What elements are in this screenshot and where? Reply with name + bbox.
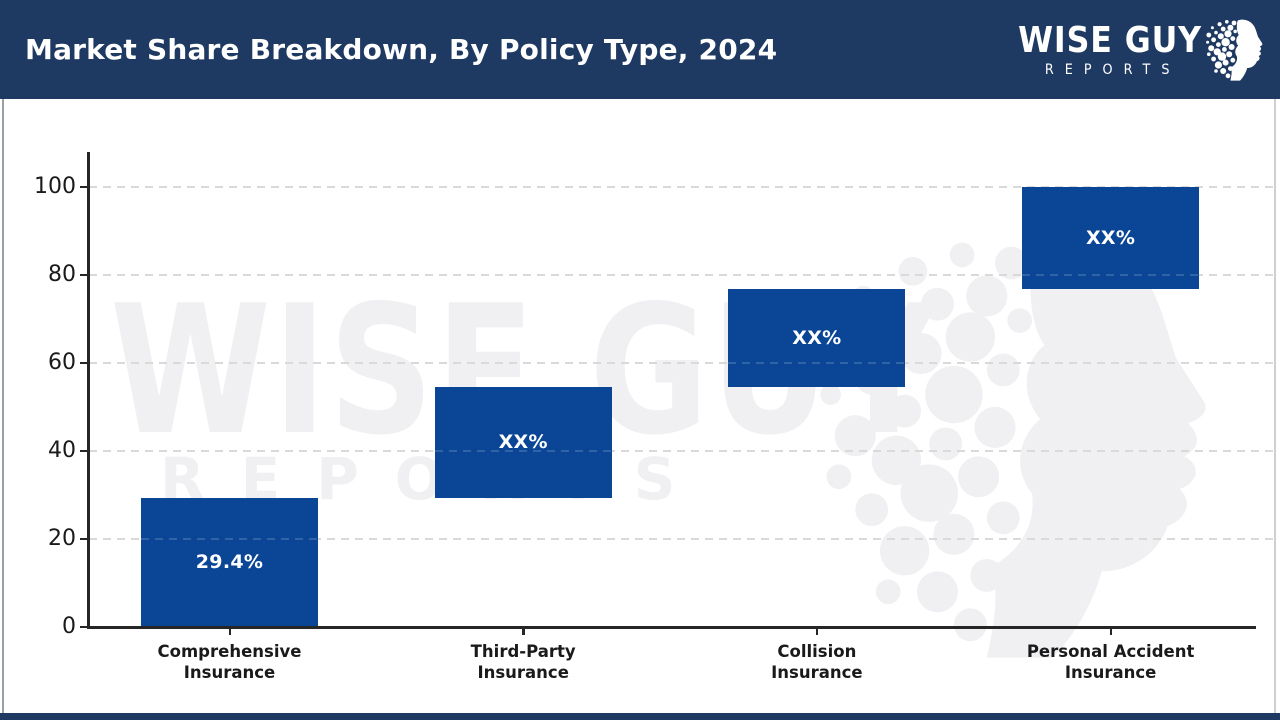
x-axis-line	[87, 626, 1256, 629]
x-tick-label-line: Third-Party	[470, 642, 576, 661]
bar-comprehensive-insurance: 29.4%	[141, 497, 318, 627]
gridline	[89, 538, 1274, 540]
y-tick-label: 20	[48, 526, 76, 551]
gridline	[89, 362, 1274, 364]
gridline	[89, 450, 1274, 452]
bar-value-label: XX%	[498, 431, 548, 454]
y-tick-label: 0	[62, 614, 76, 639]
x-tick	[1109, 627, 1113, 635]
x-tick-label-line: Comprehensive	[157, 642, 302, 661]
gridline-overlay	[728, 361, 906, 364]
bar-collision-insurance: XX%	[728, 289, 906, 388]
gridline-overlay	[1022, 274, 1200, 276]
y-tick	[80, 626, 89, 628]
y-tick	[80, 274, 89, 276]
y-tick-label: 40	[48, 438, 76, 463]
bar-value-label: XX%	[1085, 227, 1136, 250]
x-tick-label: Third-Party Insurance	[373, 641, 673, 683]
x-tick-label: Collision Insurance	[667, 641, 967, 683]
x-tick-label-line: Personal Accident	[1026, 642, 1195, 661]
x-tick	[228, 627, 231, 635]
x-tick-label: Personal Accident Insurance	[961, 641, 1261, 683]
x-tick-label-line: Collision	[777, 642, 857, 661]
x-tick-label-line: Insurance	[477, 663, 569, 682]
x-tick	[815, 627, 819, 635]
x-tick-label-line: Insurance	[771, 663, 863, 682]
y-tick	[80, 186, 89, 188]
y-tick-label: 100	[34, 174, 76, 199]
logo-wordmark: WISE GUY	[1018, 19, 1202, 61]
gridline-overlay	[141, 537, 318, 540]
y-tick-label: 80	[48, 262, 76, 287]
gridline	[89, 274, 1274, 276]
y-tick	[80, 538, 89, 540]
x-tick-label: Comprehensive Insurance	[80, 641, 380, 683]
bar-value-label: XX%	[792, 327, 842, 350]
y-axis-line	[87, 152, 90, 629]
gridline-overlay	[434, 449, 612, 452]
y-tick	[80, 362, 89, 364]
gridline	[89, 186, 1274, 188]
logo-face-icon	[1204, 11, 1270, 89]
footer-bar	[0, 713, 1280, 720]
right-border	[1274, 99, 1276, 713]
y-tick	[80, 450, 89, 452]
x-tick-label-line: Insurance	[183, 663, 276, 682]
header: Market Share Breakdown, By Policy Type, …	[0, 0, 1280, 99]
left-border	[2, 99, 4, 713]
bar-value-label: 29.4%	[195, 551, 264, 574]
brand-logo: WISE GUY REPORTS	[993, 11, 1270, 89]
x-tick	[522, 627, 525, 635]
bar-personal-accident-insurance: XX%	[1022, 187, 1200, 290]
page-title: Market Share Breakdown, By Policy Type, …	[25, 33, 778, 66]
bar-third-party-insurance: XX%	[434, 387, 612, 498]
y-tick-label: 60	[48, 350, 76, 375]
logo-subtext: REPORTS	[1044, 62, 1181, 79]
x-tick-label-line: Insurance	[1064, 663, 1157, 682]
logo-text: WISE GUY REPORTS	[1018, 21, 1202, 79]
